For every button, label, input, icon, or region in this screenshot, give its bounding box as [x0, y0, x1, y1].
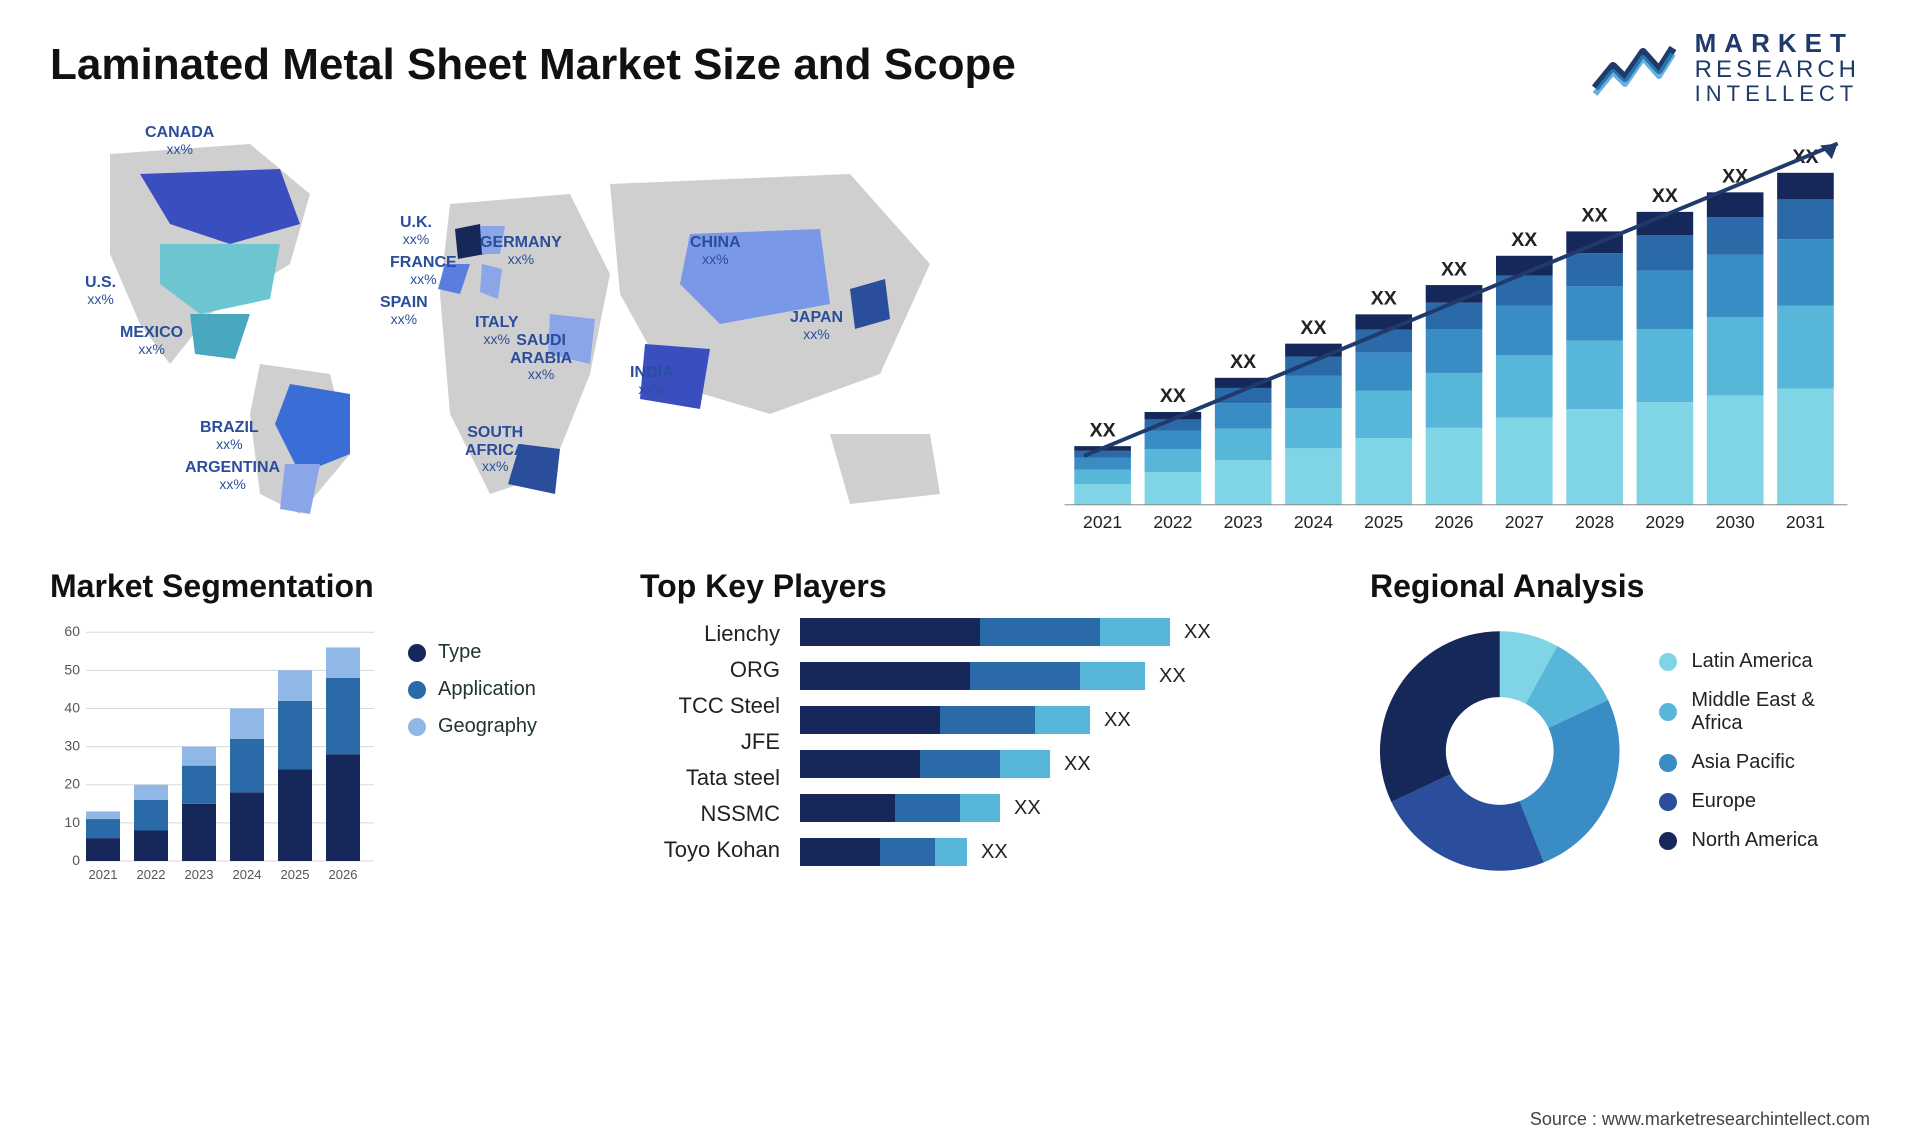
- regional-panel: Regional Analysis Latin America Middle Ea…: [1370, 568, 1870, 901]
- svg-text:2026: 2026: [1434, 512, 1473, 532]
- svg-text:30: 30: [64, 738, 80, 754]
- player-bar-row: XX: [800, 837, 1340, 867]
- svg-text:2024: 2024: [233, 867, 262, 882]
- svg-text:10: 10: [64, 814, 80, 830]
- player-name: Tata steel: [640, 765, 780, 791]
- map-label: INDIAxx%: [630, 364, 674, 397]
- svg-text:2027: 2027: [1505, 512, 1544, 532]
- growth-chart-svg: XX 2021 XX 2022 XX 2023 XX 2024 XX 2025 XX 2026 XX 20…: [1040, 124, 1870, 534]
- svg-text:2026: 2026: [329, 867, 358, 882]
- svg-text:2021: 2021: [89, 867, 118, 882]
- player-name: JFE: [640, 729, 780, 755]
- brand-line1: MARKET: [1695, 30, 1860, 57]
- player-name: Lienchy: [640, 621, 780, 647]
- players-panel: Top Key Players Lienchy ORG TCC Steel JFE Ta…: [640, 568, 1340, 901]
- player-bar-row: XX: [800, 793, 1340, 823]
- svg-text:40: 40: [64, 699, 80, 715]
- player-bar-row: XX: [800, 617, 1340, 647]
- region-legend-item: Asia Pacific: [1659, 751, 1870, 774]
- player-name: Toyo Kohan: [640, 837, 780, 863]
- regional-donut-svg: [1370, 621, 1629, 881]
- region-legend-item: Europe: [1659, 790, 1870, 813]
- player-name: TCC Steel: [640, 693, 780, 719]
- map-label: MEXICOxx%: [120, 324, 183, 357]
- region-legend-item: Middle East & Africa: [1659, 689, 1870, 735]
- regional-legend: Latin America Middle East & Africa Asia Pa…: [1659, 650, 1870, 852]
- map-label: ARGENTINAxx%: [185, 459, 280, 492]
- region-legend-item: North America: [1659, 829, 1870, 852]
- map-label: GERMANYxx%: [480, 234, 562, 267]
- map-label: U.K.xx%: [400, 214, 432, 247]
- svg-text:2028: 2028: [1575, 512, 1614, 532]
- svg-text:20: 20: [64, 776, 80, 792]
- svg-text:XX: XX: [1230, 351, 1256, 373]
- svg-text:60: 60: [64, 623, 80, 639]
- svg-text:0: 0: [72, 852, 80, 868]
- player-bar-row: XX: [800, 749, 1340, 779]
- svg-text:2025: 2025: [1364, 512, 1403, 532]
- svg-text:XX: XX: [1511, 229, 1537, 251]
- svg-text:XX: XX: [1371, 288, 1397, 310]
- svg-text:2022: 2022: [137, 867, 166, 882]
- player-bar-row: XX: [800, 705, 1340, 735]
- segmentation-legend-item: Application: [408, 678, 537, 701]
- svg-text:2025: 2025: [281, 867, 310, 882]
- player-name: NSSMC: [640, 801, 780, 827]
- segmentation-legend-item: Type: [408, 641, 537, 664]
- players-bars: XX XX XX XX XX XX: [800, 617, 1340, 867]
- map-label: FRANCExx%: [390, 254, 457, 287]
- svg-text:XX: XX: [1300, 317, 1326, 339]
- svg-text:50: 50: [64, 661, 80, 677]
- svg-text:2023: 2023: [185, 867, 214, 882]
- map-label: JAPANxx%: [790, 309, 843, 342]
- map-label: CANADAxx%: [145, 124, 214, 157]
- players-list: Lienchy ORG TCC Steel JFE Tata steel NSSMC Toy…: [640, 621, 780, 867]
- map-label: BRAZILxx%: [200, 419, 259, 452]
- player-bar-row: XX: [800, 661, 1340, 691]
- segmentation-legend-item: Geography: [408, 715, 537, 738]
- world-map-panel: CANADAxx% U.S.xx%MEXICOxx% BRAZILxx% ARGENT…: [50, 114, 1000, 534]
- svg-text:XX: XX: [1441, 258, 1467, 280]
- svg-text:2029: 2029: [1645, 512, 1684, 532]
- svg-text:2023: 2023: [1224, 512, 1263, 532]
- region-legend-item: Latin America: [1659, 650, 1870, 673]
- svg-text:XX: XX: [1652, 185, 1678, 207]
- source-label: Source : www.marketresearchintellect.com: [1530, 1109, 1870, 1130]
- map-label: SPAINxx%: [380, 294, 428, 327]
- svg-text:2022: 2022: [1153, 512, 1192, 532]
- map-label: SAUDIARABIAxx%: [510, 332, 572, 383]
- player-name: ORG: [640, 657, 780, 683]
- svg-text:XX: XX: [1090, 419, 1116, 441]
- brand-mark-icon: [1591, 38, 1677, 98]
- brand-line3: INTELLECT: [1695, 82, 1860, 105]
- map-label: U.S.xx%: [85, 274, 116, 307]
- map-label: SOUTHAFRICAxx%: [465, 424, 525, 475]
- segmentation-chart-svg: 0 10 20 30 40 50 60 2021 2022 2023 2024 2025 2026: [50, 621, 390, 901]
- regional-title: Regional Analysis: [1370, 568, 1870, 605]
- growth-chart-panel: XX 2021 XX 2022 XX 2023 XX 2024 XX 2025 XX 2026 XX 20…: [1040, 114, 1870, 534]
- svg-text:XX: XX: [1582, 205, 1608, 227]
- segmentation-title: Market Segmentation: [50, 568, 610, 605]
- svg-text:2030: 2030: [1716, 512, 1755, 532]
- map-label: CHINAxx%: [690, 234, 741, 267]
- brand-line2: RESEARCH: [1695, 57, 1860, 82]
- svg-text:2031: 2031: [1786, 512, 1825, 532]
- svg-text:XX: XX: [1160, 385, 1186, 407]
- brand-logo: MARKET RESEARCH INTELLECT: [1591, 30, 1860, 106]
- svg-text:2021: 2021: [1083, 512, 1122, 532]
- segmentation-panel: Market Segmentation 0 10 20 30 40 50 60 2021 202…: [50, 568, 610, 901]
- svg-text:2024: 2024: [1294, 512, 1333, 532]
- segmentation-legend: Type Application Geography: [408, 641, 537, 738]
- players-title: Top Key Players: [640, 568, 1340, 605]
